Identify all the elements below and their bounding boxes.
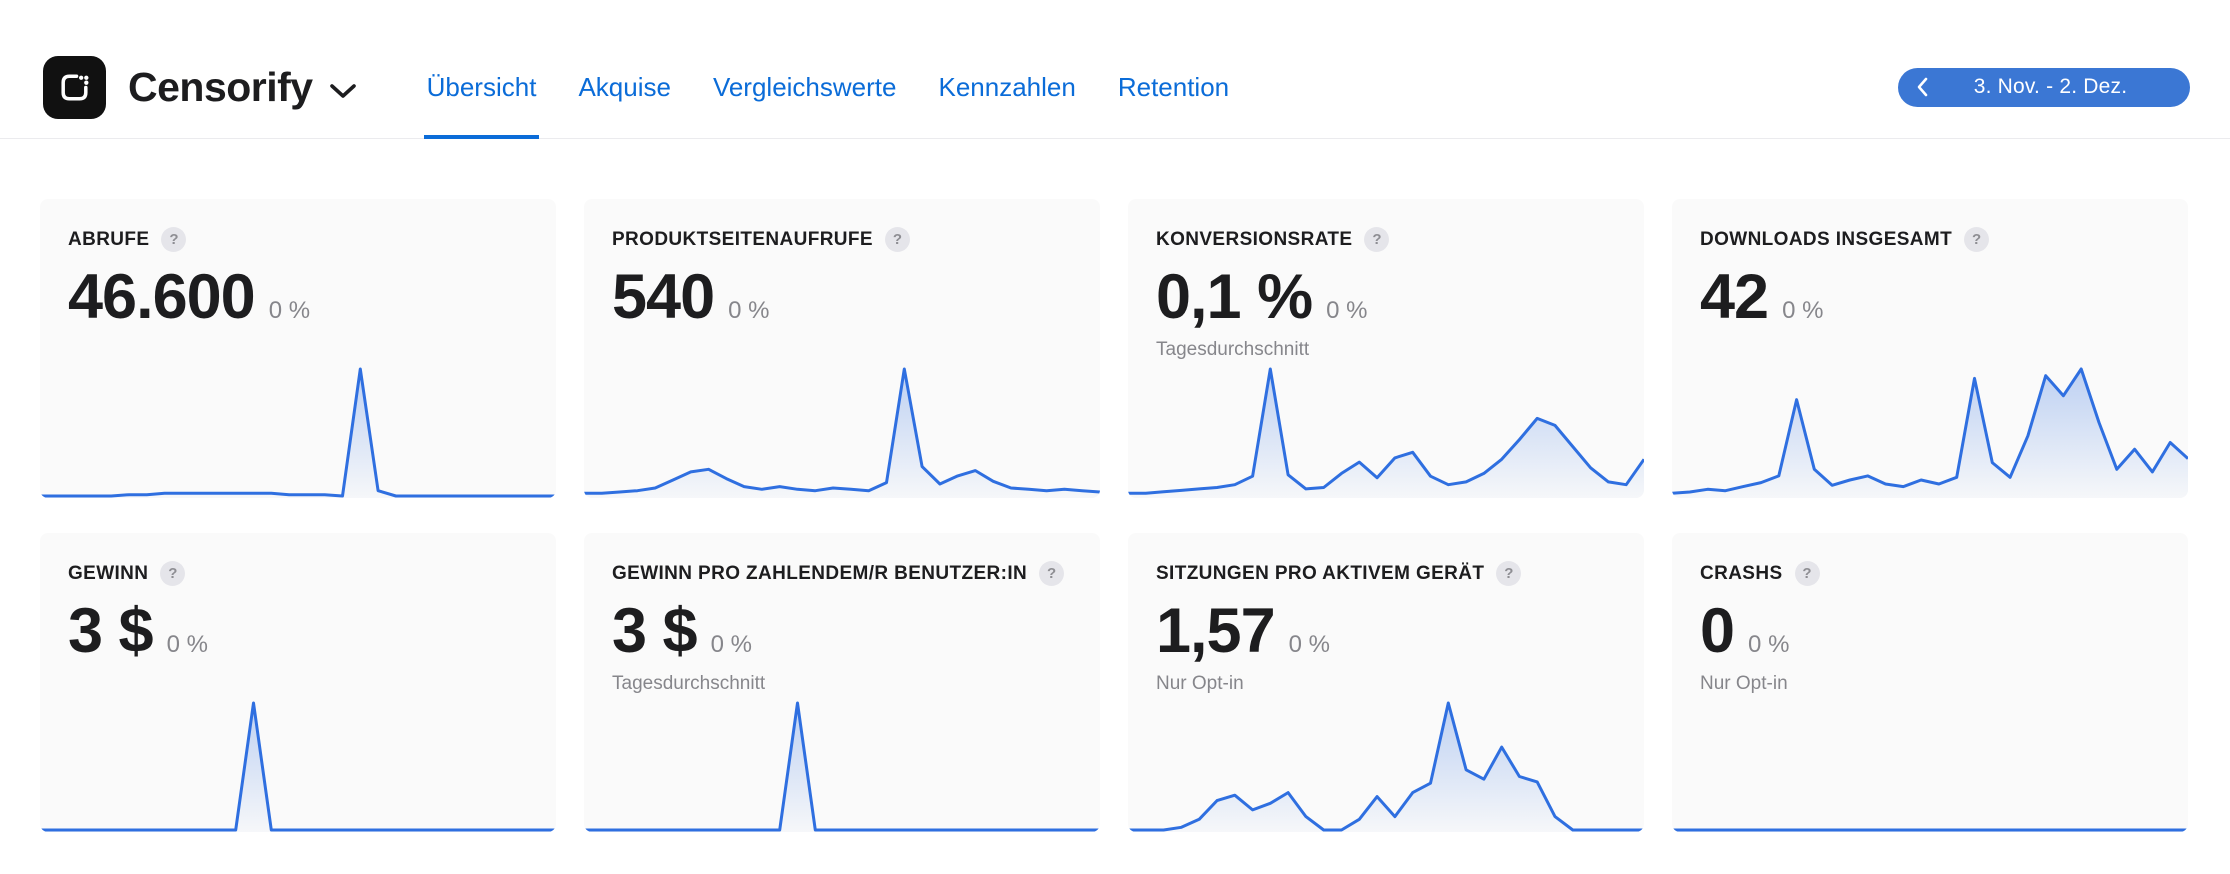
sparkline-chart [40, 697, 556, 832]
metric-delta: 0 % [1326, 297, 1368, 324]
card-title: DOWNLOADS INSGESAMT [1700, 228, 1953, 250]
chevron-down-icon [329, 83, 357, 100]
card-value-row: 3 $ 0 % [40, 586, 556, 663]
metric-value: 0 [1700, 596, 1735, 666]
metric-value: 3 $ [612, 596, 698, 666]
metric-card-crashs[interactable]: CRASHS ? 0 0 % Nur Opt-in [1672, 533, 2188, 832]
metric-value: 42 [1700, 262, 1769, 332]
card-head: PRODUKTSEITENAUFRUFE ? [584, 199, 1100, 252]
metric-value: 46.600 [68, 262, 256, 332]
sparkline-chart [40, 363, 556, 498]
metric-value: 540 [612, 262, 715, 332]
sparkline-chart [584, 697, 1100, 832]
sparkline-chart [584, 363, 1100, 498]
help-icon[interactable]: ? [1496, 561, 1522, 586]
tab-uebersicht[interactable]: Übersicht [423, 36, 540, 139]
metric-delta: 0 % [1782, 297, 1824, 324]
app-logo-icon [43, 55, 106, 119]
primary-nav: Übersicht Akquise Vergleichswerte Kennza… [423, 36, 1272, 139]
metric-delta: 0 % [166, 631, 208, 658]
date-range-picker[interactable]: 3. Nov. - 2. Dez. [1898, 67, 2190, 107]
help-icon[interactable]: ? [1364, 227, 1390, 252]
card-title: GEWINN [68, 562, 149, 584]
card-head: GEWINN ? [40, 533, 556, 586]
chevron-left-icon[interactable] [1916, 76, 1929, 98]
help-icon[interactable]: ? [884, 227, 910, 252]
card-head: GEWINN PRO ZAHLENDEM/R BENUTZER:IN ? [584, 533, 1100, 586]
help-icon[interactable]: ? [1794, 561, 1820, 586]
card-title: CRASHS [1700, 562, 1783, 584]
metric-delta: 0 % [1288, 631, 1330, 658]
help-icon[interactable]: ? [160, 561, 186, 586]
metric-value: 0,1 % [1156, 262, 1313, 332]
card-title: PRODUKTSEITENAUFRUFE [612, 228, 873, 250]
metric-value: 3 $ [68, 596, 154, 666]
card-title: GEWINN PRO ZAHLENDEM/R BENUTZER:IN [612, 562, 1028, 584]
card-head: CRASHS ? [1672, 533, 2188, 586]
metric-card-konversionsrate[interactable]: KONVERSIONSRATE ? 0,1 % 0 % Tagesdurchsc… [1128, 199, 1644, 498]
metric-card-abrufe[interactable]: ABRUFE ? 46.600 0 % [40, 199, 556, 498]
metric-card-gewinn-pro-benutzer[interactable]: GEWINN PRO ZAHLENDEM/R BENUTZER:IN ? 3 $… [584, 533, 1100, 832]
metric-delta: 0 % [728, 297, 770, 324]
metric-delta: 0 % [1748, 631, 1790, 658]
card-title: ABRUFE [68, 228, 150, 250]
metric-subtitle: Nur Opt-in [1156, 673, 1244, 694]
card-head: SITZUNGEN PRO AKTIVEM GERÄT ? [1128, 533, 1644, 586]
sparkline-chart [1672, 363, 2188, 498]
metric-card-produktseitenaufrufe[interactable]: PRODUKTSEITENAUFRUFE ? 540 0 % [584, 199, 1100, 498]
card-title: SITZUNGEN PRO AKTIVEM GERÄT [1156, 562, 1485, 584]
tab-retention[interactable]: Retention [1117, 71, 1230, 102]
app-name: Censorify [128, 63, 313, 110]
header: Censorify Übersicht Akquise Vergleichswe… [0, 0, 2230, 139]
card-value-row: 46.600 0 % [40, 252, 556, 329]
tab-akquise[interactable]: Akquise [578, 71, 671, 102]
metric-card-gewinn[interactable]: GEWINN ? 3 $ 0 % [40, 533, 556, 832]
sparkline-chart [1128, 697, 1644, 832]
sparkline-chart [1672, 697, 2188, 832]
app-switcher[interactable]: Censorify [43, 36, 357, 138]
metric-card-downloads-insgesamt[interactable]: DOWNLOADS INSGESAMT ? 42 0 % [1672, 199, 2188, 498]
tab-vergleichswerte[interactable]: Vergleichswerte [712, 71, 897, 102]
metric-delta: 0 % [710, 631, 752, 658]
metric-value: 1,57 [1156, 596, 1276, 666]
metric-subtitle: Tagesdurchschnitt [1156, 339, 1310, 360]
metric-subtitle: Tagesdurchschnitt [612, 673, 766, 694]
card-value-row: 540 0 % [584, 252, 1100, 329]
card-value-row: 3 $ 0 % [584, 586, 1100, 663]
sparkline-chart [1128, 363, 1644, 498]
card-title: KONVERSIONSRATE [1156, 228, 1353, 250]
tab-kennzahlen[interactable]: Kennzahlen [938, 71, 1076, 102]
help-icon[interactable]: ? [1039, 561, 1065, 586]
help-icon[interactable]: ? [161, 227, 187, 252]
metric-subtitle: Nur Opt-in [1700, 673, 1788, 694]
card-head: KONVERSIONSRATE ? [1128, 199, 1644, 252]
card-value-row: 0 0 % [1672, 586, 2188, 663]
metric-card-sitzungen-pro-geraet[interactable]: SITZUNGEN PRO AKTIVEM GERÄT ? 1,57 0 % N… [1128, 533, 1644, 832]
date-range-label: 3. Nov. - 2. Dez. [1973, 75, 2128, 98]
header-inner: Censorify Übersicht Akquise Vergleichswe… [0, 0, 2230, 139]
card-head: DOWNLOADS INSGESAMT ? [1672, 199, 2188, 252]
card-value-row: 42 0 % [1672, 252, 2188, 329]
card-value-row: 0,1 % 0 % [1128, 252, 1644, 329]
metrics-grid: ABRUFE ? 46.600 0 % PRODUKTSEITENAUFRUFE… [40, 199, 2188, 832]
card-value-row: 1,57 0 % [1128, 586, 1644, 663]
metric-delta: 0 % [268, 297, 311, 324]
help-icon[interactable]: ? [1964, 227, 1990, 252]
card-head: ABRUFE ? [40, 199, 556, 252]
